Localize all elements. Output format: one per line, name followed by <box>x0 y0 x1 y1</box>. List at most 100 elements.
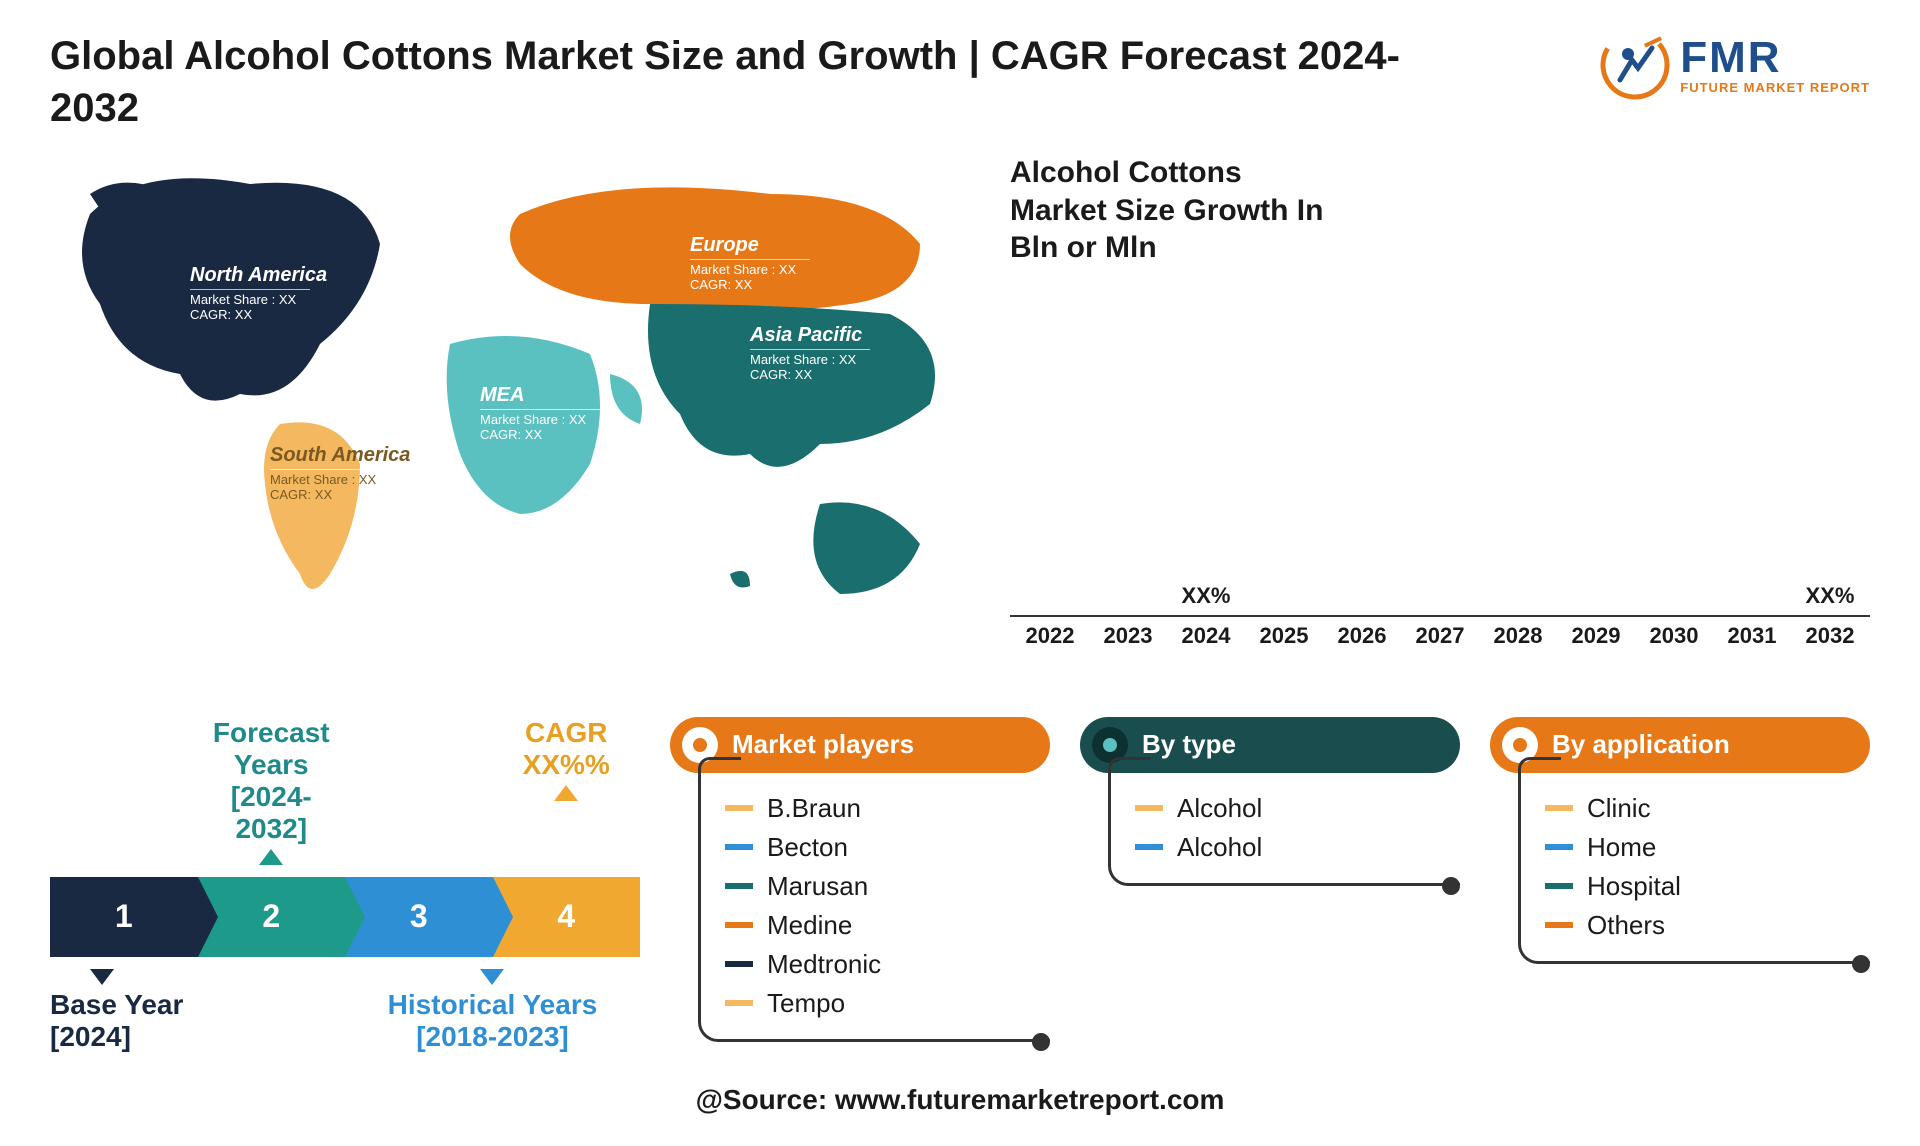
main-row: North America Market Share : XX CAGR: XX… <box>50 154 1870 617</box>
arrow-down-icon <box>480 969 504 985</box>
dash-icon <box>1545 805 1573 811</box>
category-item-text: B.Braun <box>767 793 861 824</box>
category-item-text: Home <box>1587 832 1656 863</box>
category-item: Tempo <box>725 984 1050 1023</box>
region-label-south-america: South America Market Share : XX CAGR: XX <box>270 444 410 502</box>
hist-label: Historical Years <box>345 989 640 1021</box>
dash-icon <box>725 1000 753 1006</box>
category-item-text: Medine <box>767 910 852 941</box>
category-market-players: Market players B.Braun Becton Marusan Medine… <box>670 717 1050 1042</box>
bar-year-label: 2032 <box>1806 623 1855 649</box>
category-bracket: B.Braun Becton Marusan Medine Medtronic Tempo <box>698 773 1050 1042</box>
region-share: Market Share : XX <box>690 262 810 277</box>
dash-icon <box>1135 805 1163 811</box>
region-share: Market Share : XX <box>190 292 327 307</box>
category-item: Others <box>1545 906 1870 945</box>
category-item-text: Clinic <box>1587 793 1651 824</box>
base-range: [2024] <box>50 1021 245 1053</box>
category-by-application: By application Clinic Home Hospital Others <box>1490 717 1870 1042</box>
region-label-north-america: North America Market Share : XX CAGR: XX <box>190 264 327 322</box>
forecast-range: [2024-2032] <box>198 781 346 845</box>
dash-icon <box>1545 883 1573 889</box>
dash-icon <box>1135 844 1163 850</box>
logo: FMR FUTURE MARKET REPORT <box>1600 30 1870 100</box>
dash-icon <box>725 805 753 811</box>
header: Global Alcohol Cottons Market Size and G… <box>50 30 1870 134</box>
categories: Market players B.Braun Becton Marusan Medine… <box>670 717 1870 1042</box>
bar-year-label: 2030 <box>1650 623 1699 649</box>
region-name: MEA <box>480 384 600 407</box>
dash-icon <box>725 883 753 889</box>
timeline-seg-1: 1 <box>50 877 198 957</box>
region-label-asia-pacific: Asia Pacific Market Share : XX CAGR: XX <box>750 324 870 382</box>
fmr-logo-icon <box>1600 30 1670 100</box>
category-item: B.Braun <box>725 789 1050 828</box>
bar-year-label: 2029 <box>1572 623 1621 649</box>
region-cagr: CAGR: XX <box>190 307 327 322</box>
base-label: Base Year <box>50 989 245 1021</box>
bar-year-label: 2031 <box>1728 623 1777 649</box>
bar-year-label: 2025 <box>1260 623 1309 649</box>
category-item: Alcohol <box>1135 828 1460 867</box>
world-map: North America Market Share : XX CAGR: XX… <box>50 154 970 614</box>
bar-annotation: XX% <box>1806 583 1855 609</box>
arrow-up-icon <box>259 849 283 865</box>
region-name: North America <box>190 264 327 287</box>
category-item: Becton <box>725 828 1050 867</box>
bar-chart: Alcohol CottonsMarket Size Growth InBln … <box>1010 154 1870 617</box>
timeline-seg-3: 3 <box>345 877 493 957</box>
category-bracket: Clinic Home Hospital Others <box>1518 773 1870 964</box>
page-title: Global Alcohol Cottons Market Size and G… <box>50 30 1450 134</box>
category-item-text: Marusan <box>767 871 868 902</box>
category-item: Hospital <box>1545 867 1870 906</box>
region-cagr: CAGR: XX <box>690 277 810 292</box>
timeline-bar: 1 2 3 4 <box>50 877 640 957</box>
bar-year-label: 2028 <box>1494 623 1543 649</box>
region-label-mea: MEA Market Share : XX CAGR: XX <box>480 384 600 442</box>
hist-range: [2018-2023] <box>345 1021 640 1053</box>
forecast-label: Forecast Years <box>198 717 346 781</box>
logo-abbr: FMR <box>1680 36 1870 80</box>
cagr-label: CAGR <box>493 717 641 749</box>
timeline-seg-2: 2 <box>198 877 346 957</box>
timeline: Forecast Years [2024-2032] CAGR XX%% 1 2… <box>50 717 640 1053</box>
logo-subtitle: FUTURE MARKET REPORT <box>1680 80 1870 95</box>
region-cagr: CAGR: XX <box>480 427 600 442</box>
chart-title: Alcohol CottonsMarket Size Growth InBln … <box>1010 154 1870 267</box>
arrow-up-icon <box>554 785 578 801</box>
category-item-text: Hospital <box>1587 871 1681 902</box>
region-label-europe: Europe Market Share : XX CAGR: XX <box>690 234 810 292</box>
category-bracket: Alcohol Alcohol <box>1108 773 1460 886</box>
dash-icon <box>1545 922 1573 928</box>
category-item: Medtronic <box>725 945 1050 984</box>
bar-chart-bars: 202220232024XX%2025202620272028202920302… <box>1010 277 1870 617</box>
dash-icon <box>725 844 753 850</box>
region-name: South America <box>270 444 410 467</box>
bar-year-label: 2024 <box>1182 623 1231 649</box>
region-cagr: CAGR: XX <box>750 367 870 382</box>
category-item-text: Alcohol <box>1177 793 1262 824</box>
category-item: Clinic <box>1545 789 1870 828</box>
cagr-value: XX%% <box>493 749 641 781</box>
bar-year-label: 2027 <box>1416 623 1465 649</box>
region-name: Europe <box>690 234 810 257</box>
region-name: Asia Pacific <box>750 324 870 347</box>
category-item: Marusan <box>725 867 1050 906</box>
category-item-text: Others <box>1587 910 1665 941</box>
region-share: Market Share : XX <box>480 412 600 427</box>
category-item: Alcohol <box>1135 789 1460 828</box>
category-item-text: Medtronic <box>767 949 881 980</box>
region-share: Market Share : XX <box>750 352 870 367</box>
region-cagr: CAGR: XX <box>270 487 410 502</box>
lower-row: Forecast Years [2024-2032] CAGR XX%% 1 2… <box>50 717 1870 1053</box>
category-label: Market players <box>732 729 914 760</box>
bar-year-label: 2026 <box>1338 623 1387 649</box>
dash-icon <box>1545 844 1573 850</box>
timeline-seg-4: 4 <box>493 877 641 957</box>
bar-annotation: XX% <box>1182 583 1231 609</box>
arrow-down-icon <box>90 969 114 985</box>
dash-icon <box>725 961 753 967</box>
category-item-text: Becton <box>767 832 848 863</box>
source-attribution: @Source: www.futuremarketreport.com <box>696 1084 1225 1116</box>
category-label: By application <box>1552 729 1730 760</box>
